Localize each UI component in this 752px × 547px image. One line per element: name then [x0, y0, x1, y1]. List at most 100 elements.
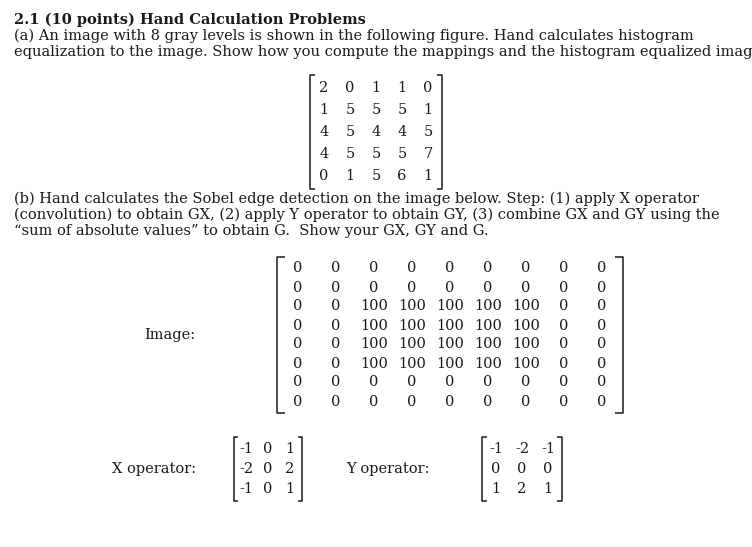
Text: 0: 0	[408, 375, 417, 389]
Text: Y operator:: Y operator:	[347, 462, 430, 476]
Text: -1: -1	[239, 442, 253, 456]
Text: 5: 5	[345, 103, 355, 117]
Text: 0: 0	[332, 337, 341, 352]
Text: 100: 100	[398, 337, 426, 352]
Text: 0: 0	[517, 462, 526, 476]
Text: 4: 4	[397, 125, 407, 139]
Text: 5: 5	[371, 169, 381, 183]
Text: -1: -1	[541, 442, 555, 456]
Text: 1: 1	[286, 442, 295, 456]
Text: 0: 0	[597, 375, 607, 389]
Text: 5: 5	[345, 125, 355, 139]
Text: 100: 100	[474, 337, 502, 352]
Text: 0: 0	[332, 281, 341, 294]
Text: 0: 0	[491, 462, 501, 476]
Text: 0: 0	[293, 318, 303, 333]
Text: 5: 5	[371, 103, 381, 117]
Text: (a) An image with 8 gray levels is shown in the following figure. Hand calculate: (a) An image with 8 gray levels is shown…	[14, 29, 694, 43]
Text: 1: 1	[423, 103, 432, 117]
Text: 2: 2	[320, 81, 329, 95]
Text: 4: 4	[320, 147, 329, 161]
Text: 5: 5	[397, 147, 407, 161]
Text: 100: 100	[398, 300, 426, 313]
Text: 100: 100	[512, 318, 540, 333]
Text: 6: 6	[397, 169, 407, 183]
Text: 100: 100	[436, 318, 464, 333]
Text: 4: 4	[320, 125, 329, 139]
Text: 0: 0	[521, 281, 531, 294]
Text: 0: 0	[597, 318, 607, 333]
Text: 0: 0	[559, 281, 569, 294]
Text: 0: 0	[293, 300, 303, 313]
Text: 0: 0	[597, 394, 607, 409]
Text: 0: 0	[445, 375, 455, 389]
Text: “sum of absolute values” to obtain G.  Show your GX, GY and G.: “sum of absolute values” to obtain G. Sh…	[14, 224, 489, 238]
Text: 0: 0	[408, 394, 417, 409]
Text: 0: 0	[597, 337, 607, 352]
Text: 0: 0	[597, 300, 607, 313]
Text: 100: 100	[360, 337, 388, 352]
Text: (convolution) to obtain GX, (2) apply Y operator to obtain GY, (3) combine GX an: (convolution) to obtain GX, (2) apply Y …	[14, 208, 720, 223]
Text: 1: 1	[345, 169, 354, 183]
Text: 7: 7	[423, 147, 432, 161]
Text: 0: 0	[423, 81, 432, 95]
Text: 1: 1	[492, 482, 501, 496]
Text: 0: 0	[332, 300, 341, 313]
Text: 4: 4	[371, 125, 381, 139]
Text: 0: 0	[332, 375, 341, 389]
Text: 100: 100	[512, 300, 540, 313]
Text: -2: -2	[239, 462, 253, 476]
Text: 0: 0	[597, 261, 607, 276]
Text: 2: 2	[285, 462, 295, 476]
Text: 100: 100	[436, 300, 464, 313]
Text: 0: 0	[521, 375, 531, 389]
Text: 0: 0	[293, 375, 303, 389]
Text: 100: 100	[474, 300, 502, 313]
Text: 100: 100	[474, 318, 502, 333]
Text: 0: 0	[597, 357, 607, 370]
Text: 5: 5	[423, 125, 432, 139]
Text: X operator:: X operator:	[112, 462, 196, 476]
Text: 5: 5	[371, 147, 381, 161]
Text: 0: 0	[293, 394, 303, 409]
Text: 1: 1	[286, 482, 295, 496]
Text: 0: 0	[521, 261, 531, 276]
Text: -1: -1	[489, 442, 503, 456]
Text: 0: 0	[408, 261, 417, 276]
Text: 100: 100	[398, 357, 426, 370]
Text: 0: 0	[543, 462, 553, 476]
Text: 0: 0	[408, 281, 417, 294]
Text: 100: 100	[360, 300, 388, 313]
Text: 0: 0	[293, 281, 303, 294]
Text: 0: 0	[293, 337, 303, 352]
Text: 100: 100	[360, 357, 388, 370]
Text: 0: 0	[293, 357, 303, 370]
Text: 0: 0	[484, 394, 493, 409]
Text: 1: 1	[544, 482, 553, 496]
Text: -2: -2	[515, 442, 529, 456]
Text: (b) Hand calculates the Sobel edge detection on the image below. Step: (1) apply: (b) Hand calculates the Sobel edge detec…	[14, 192, 699, 206]
Text: 0: 0	[559, 337, 569, 352]
Text: 0: 0	[332, 357, 341, 370]
Text: 0: 0	[332, 318, 341, 333]
Text: 0: 0	[484, 281, 493, 294]
Text: 0: 0	[345, 81, 355, 95]
Text: 0: 0	[559, 357, 569, 370]
Text: 0: 0	[293, 261, 303, 276]
Text: 0: 0	[263, 462, 273, 476]
Text: 100: 100	[436, 357, 464, 370]
Text: 5: 5	[345, 147, 355, 161]
Text: 2: 2	[517, 482, 526, 496]
Text: 0: 0	[484, 261, 493, 276]
Text: 0: 0	[597, 281, 607, 294]
Text: 0: 0	[369, 375, 379, 389]
Text: 0: 0	[320, 169, 329, 183]
Text: 2.1 (10 points) Hand Calculation Problems: 2.1 (10 points) Hand Calculation Problem…	[14, 13, 366, 27]
Text: 1: 1	[398, 81, 407, 95]
Text: 0: 0	[332, 394, 341, 409]
Text: 0: 0	[445, 261, 455, 276]
Text: 0: 0	[263, 482, 273, 496]
Text: 0: 0	[369, 281, 379, 294]
Text: 100: 100	[512, 357, 540, 370]
Text: 0: 0	[484, 375, 493, 389]
